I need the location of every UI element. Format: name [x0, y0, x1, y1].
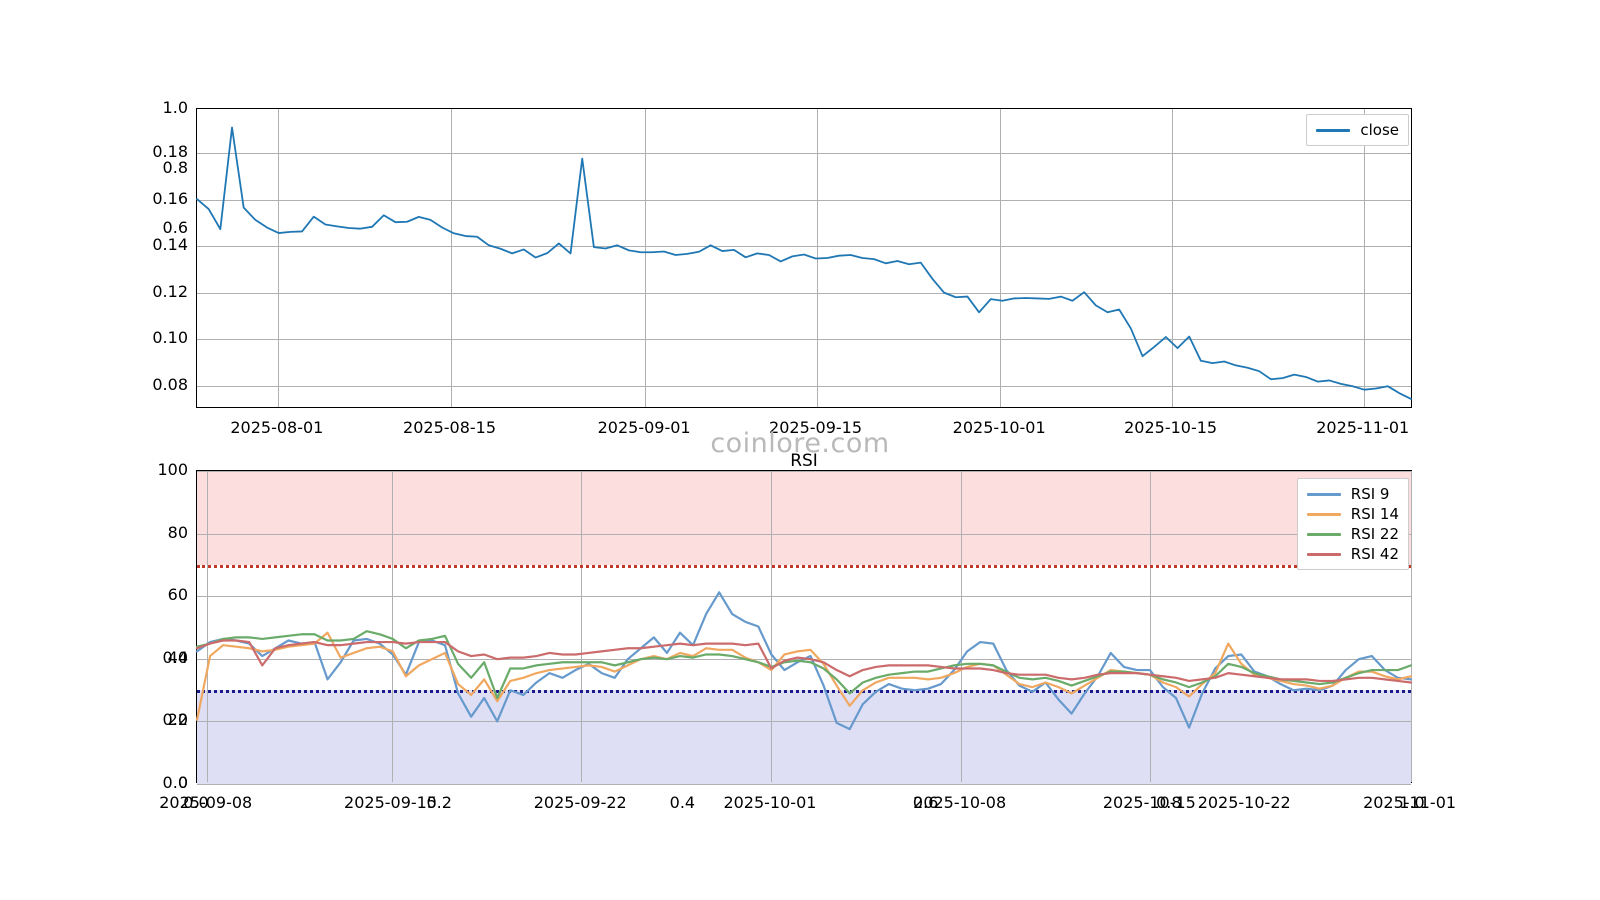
rsi-x-tick-label: 2025-10-15 — [1102, 793, 1196, 812]
price-vgrid — [277, 109, 279, 407]
rsi-y-overlay-tick-label: 0.0 — [162, 773, 188, 792]
price-vgrid — [1000, 109, 1002, 407]
rsi-x-overlay-tick-label: 0.6 — [912, 793, 939, 812]
rsi-legend-item: RSI 14 — [1306, 504, 1399, 524]
rsi-vgrid — [1410, 471, 1412, 782]
rsi-hgrid — [197, 596, 1411, 598]
price-hgrid — [197, 292, 1411, 294]
price-y-tick-label: 0.16 — [152, 188, 188, 208]
rsi-vgrid — [206, 471, 208, 782]
rsi-legend-label: RSI 42 — [1350, 545, 1399, 563]
rsi-legend-swatch — [1306, 532, 1341, 536]
price-legend-label: close — [1360, 121, 1399, 139]
rsi-y-overlay-tick-label: 0.4 — [162, 647, 188, 667]
price-x-tick-label: 2025-08-15 — [403, 418, 497, 437]
price-vgrid — [1171, 109, 1173, 407]
price-x-tick-label: 2025-10-15 — [1124, 418, 1218, 437]
rsi-y-tick-label: 80 — [167, 522, 188, 542]
price-x-tick-label: 2025-10-01 — [952, 418, 1046, 437]
price-chart-panel: 0.08 0.10 0.12 0.14 0.16 0.18 0.6 0.8 1.0 2025-… — [152, 98, 1412, 437]
price-x-tick-label: 2025-08-01 — [230, 418, 324, 437]
rsi-shaded-band — [197, 471, 1411, 565]
rsi-chart-title: RSI — [790, 451, 818, 471]
price-y-tick-label: 0.18 — [152, 142, 188, 162]
rsi-x-overlay-tick-label: 0.8 — [1156, 793, 1182, 812]
rsi-threshold-line — [197, 564, 1411, 568]
rsi-x-overlay-tick-label: 1.0 — [1399, 793, 1425, 812]
rsi-legend-item: RSI 42 — [1306, 544, 1399, 564]
price-plot-frame — [196, 108, 1412, 408]
rsi-hgrid — [197, 471, 1411, 472]
rsi-legend-item: RSI 9 — [1306, 484, 1399, 504]
price-legend-swatch — [1316, 128, 1351, 132]
price-hgrid — [197, 339, 1411, 341]
price-hgrid — [197, 385, 1411, 387]
rsi-x-tick-label: 2025-10-22 — [1197, 793, 1291, 812]
price-legend-item: close — [1316, 120, 1399, 140]
rsi-plot-frame — [196, 470, 1412, 785]
rsi-legend-swatch — [1306, 492, 1341, 496]
price-hgrid — [197, 153, 1411, 155]
price-hgrid — [197, 199, 1411, 201]
price-vgrid — [450, 109, 452, 407]
price-vgrid — [645, 109, 647, 407]
rsi-shaded-band — [197, 690, 1411, 784]
rsi-legend: RSI 9 RSI 14 RSI 22 RSI 42 — [1296, 478, 1409, 570]
rsi-hgrid — [197, 721, 1411, 723]
rsi-x-tick-label: 2025-11-01 — [1363, 793, 1457, 812]
rsi-x-tick-label: 2025-10-08 — [913, 793, 1007, 812]
rsi-y-tick-label: 100 — [157, 460, 188, 479]
rsi-x-tick-label: 2025-09-22 — [533, 793, 627, 812]
rsi-x-tick-label: 2025-09-15 — [344, 793, 438, 812]
rsi-vgrid — [771, 471, 772, 782]
price-x-tick-label: 2025-09-15 — [769, 418, 863, 437]
rsi-y-tick-label: 60 — [167, 585, 188, 605]
price-x-tick-label: 2025-09-01 — [597, 418, 691, 437]
rsi-legend-label: RSI 22 — [1350, 525, 1399, 543]
price-y-tick-label: 0.14 — [152, 235, 188, 255]
rsi-chart-panel: 0 20 40 60 80 100 0.0 0.2 0.4 2025-09-08 2025-09… — [157, 460, 1456, 812]
price-hgrid — [197, 246, 1411, 248]
rsi-x-overlay-tick-label: 0.4 — [669, 793, 696, 812]
price-y-tick-label: 0.10 — [152, 328, 188, 348]
price-y-overlay-tick-label: 1.0 — [162, 98, 188, 117]
price-y-tick-label: 0.12 — [152, 281, 188, 301]
rsi-x-tick-label: 2025-09-08 — [159, 793, 253, 812]
rsi-legend-label: RSI 14 — [1350, 505, 1399, 523]
price-legend: close — [1306, 114, 1409, 146]
rsi-x-overlay-tick-label: 0.2 — [426, 793, 452, 812]
rsi-vgrid — [1150, 471, 1152, 782]
rsi-legend-label: RSI 9 — [1350, 485, 1390, 503]
price-y-overlay-tick-label: 0.6 — [162, 218, 188, 237]
rsi-legend-item: RSI 22 — [1306, 524, 1399, 544]
rsi-y-tick-label: 20 — [167, 710, 188, 730]
rsi-y-tick-label: 40 — [167, 647, 188, 667]
rsi-x-tick-label: 2025-10-01 — [723, 793, 817, 812]
rsi-vgrid — [391, 471, 393, 782]
rsi-legend-swatch — [1306, 552, 1341, 556]
price-y-overlay-tick-label: 0.8 — [162, 158, 188, 177]
price-x-tick-label: 2025-11-01 — [1316, 418, 1410, 437]
rsi-x-overlay-tick-label: 0.0 — [183, 793, 209, 812]
rsi-vgrid — [960, 471, 962, 782]
rsi-hgrid — [197, 533, 1411, 535]
rsi-hgrid — [197, 784, 1411, 785]
price-y-tick-label: 0.08 — [152, 374, 188, 394]
rsi-legend-swatch — [1306, 512, 1341, 516]
rsi-y-overlay-tick-label: 0.2 — [162, 710, 188, 730]
rsi-threshold-line — [197, 690, 1411, 694]
rsi-y-tick-label: 0 — [177, 773, 188, 792]
rsi-line-series — [197, 471, 1411, 782]
rsi-vgrid — [581, 471, 583, 782]
price-line-series — [197, 109, 1411, 407]
price-vgrid — [1363, 109, 1365, 407]
